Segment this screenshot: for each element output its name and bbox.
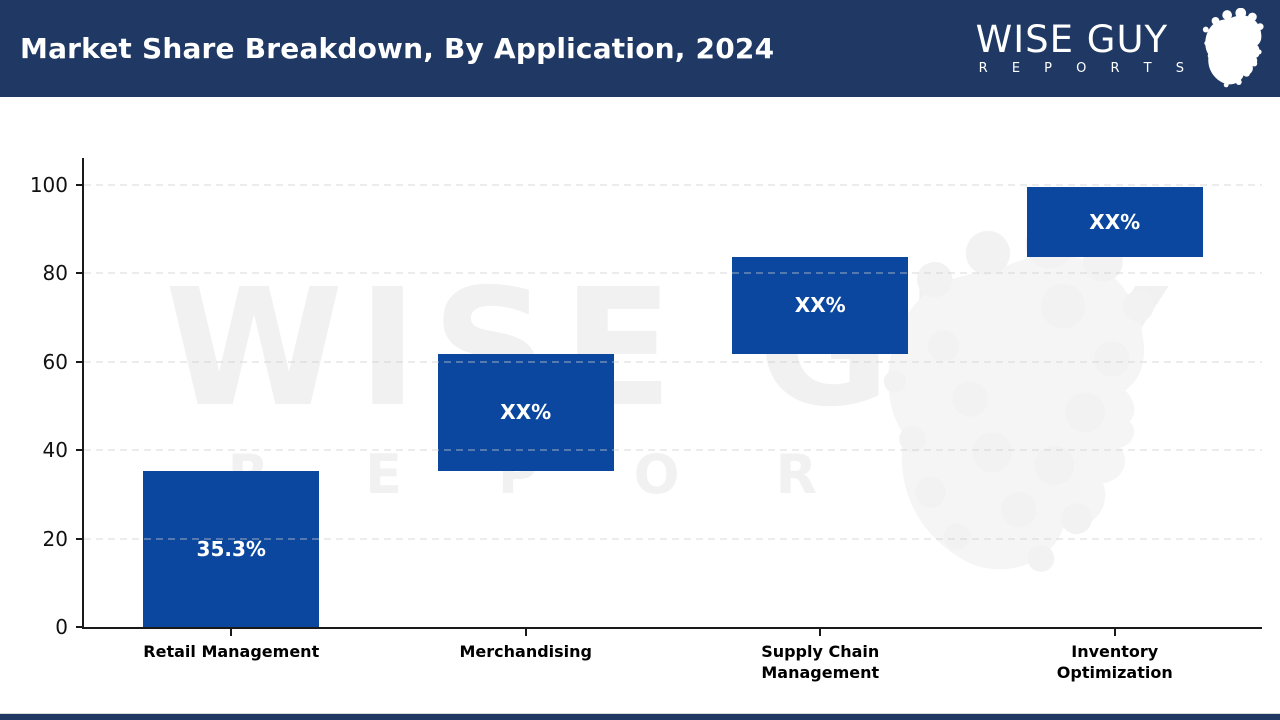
watermark-head-icon (877, 222, 1154, 572)
page-title: Market Share Breakdown, By Application, … (20, 32, 775, 65)
bar-value-label: XX% (1089, 209, 1141, 234)
y-tick (76, 626, 84, 628)
x-category-label: Supply Chain Management (761, 642, 880, 682)
logo-head-icon (1202, 7, 1264, 87)
y-tick (76, 183, 84, 186)
bar-value-label: XX% (794, 293, 846, 318)
x-tick (524, 629, 527, 636)
bar: XX% (1026, 186, 1203, 257)
gridline (84, 449, 1262, 452)
logo-wordmark: WISE GUY R E P O R T S (976, 21, 1194, 76)
gridline (84, 537, 1262, 540)
y-tick-label: 20 (42, 526, 68, 551)
bar: 35.3% (143, 470, 320, 627)
bar-value-label: XX% (500, 400, 552, 425)
gridline (84, 183, 1262, 186)
x-category-label: Merchandising (459, 642, 592, 661)
logo-subtitle: R E P O R T S (978, 61, 1194, 76)
y-tick (76, 537, 84, 540)
x-axis (82, 627, 1262, 629)
y-tick-label: 80 (42, 261, 68, 286)
x-category-label: Retail Management (143, 642, 320, 661)
header: Market Share Breakdown, By Application, … (0, 0, 1280, 97)
y-tick-label: 40 (42, 438, 68, 463)
y-tick (76, 449, 84, 452)
footer-bar (0, 714, 1280, 720)
x-tick (1113, 629, 1116, 636)
y-tick (76, 360, 84, 363)
gridline (84, 272, 1262, 275)
bar: XX% (732, 256, 909, 354)
x-tick (230, 629, 233, 636)
y-tick-label: 0 (55, 615, 68, 639)
content-divider (0, 713, 1280, 714)
logo-name: WISE GUY (975, 18, 1169, 61)
y-axis (82, 158, 84, 629)
y-tick-label: 60 (42, 349, 68, 374)
y-tick-label: 100 (29, 172, 68, 197)
gridline (84, 360, 1262, 363)
y-tick (76, 272, 84, 275)
brand-logo: WISE GUY R E P O R T S (976, 7, 1266, 90)
x-tick (819, 629, 822, 636)
x-category-label: Inventory Optimization (1056, 642, 1173, 682)
bar-value-label: 35.3% (196, 536, 266, 561)
bar: XX% (437, 353, 614, 471)
